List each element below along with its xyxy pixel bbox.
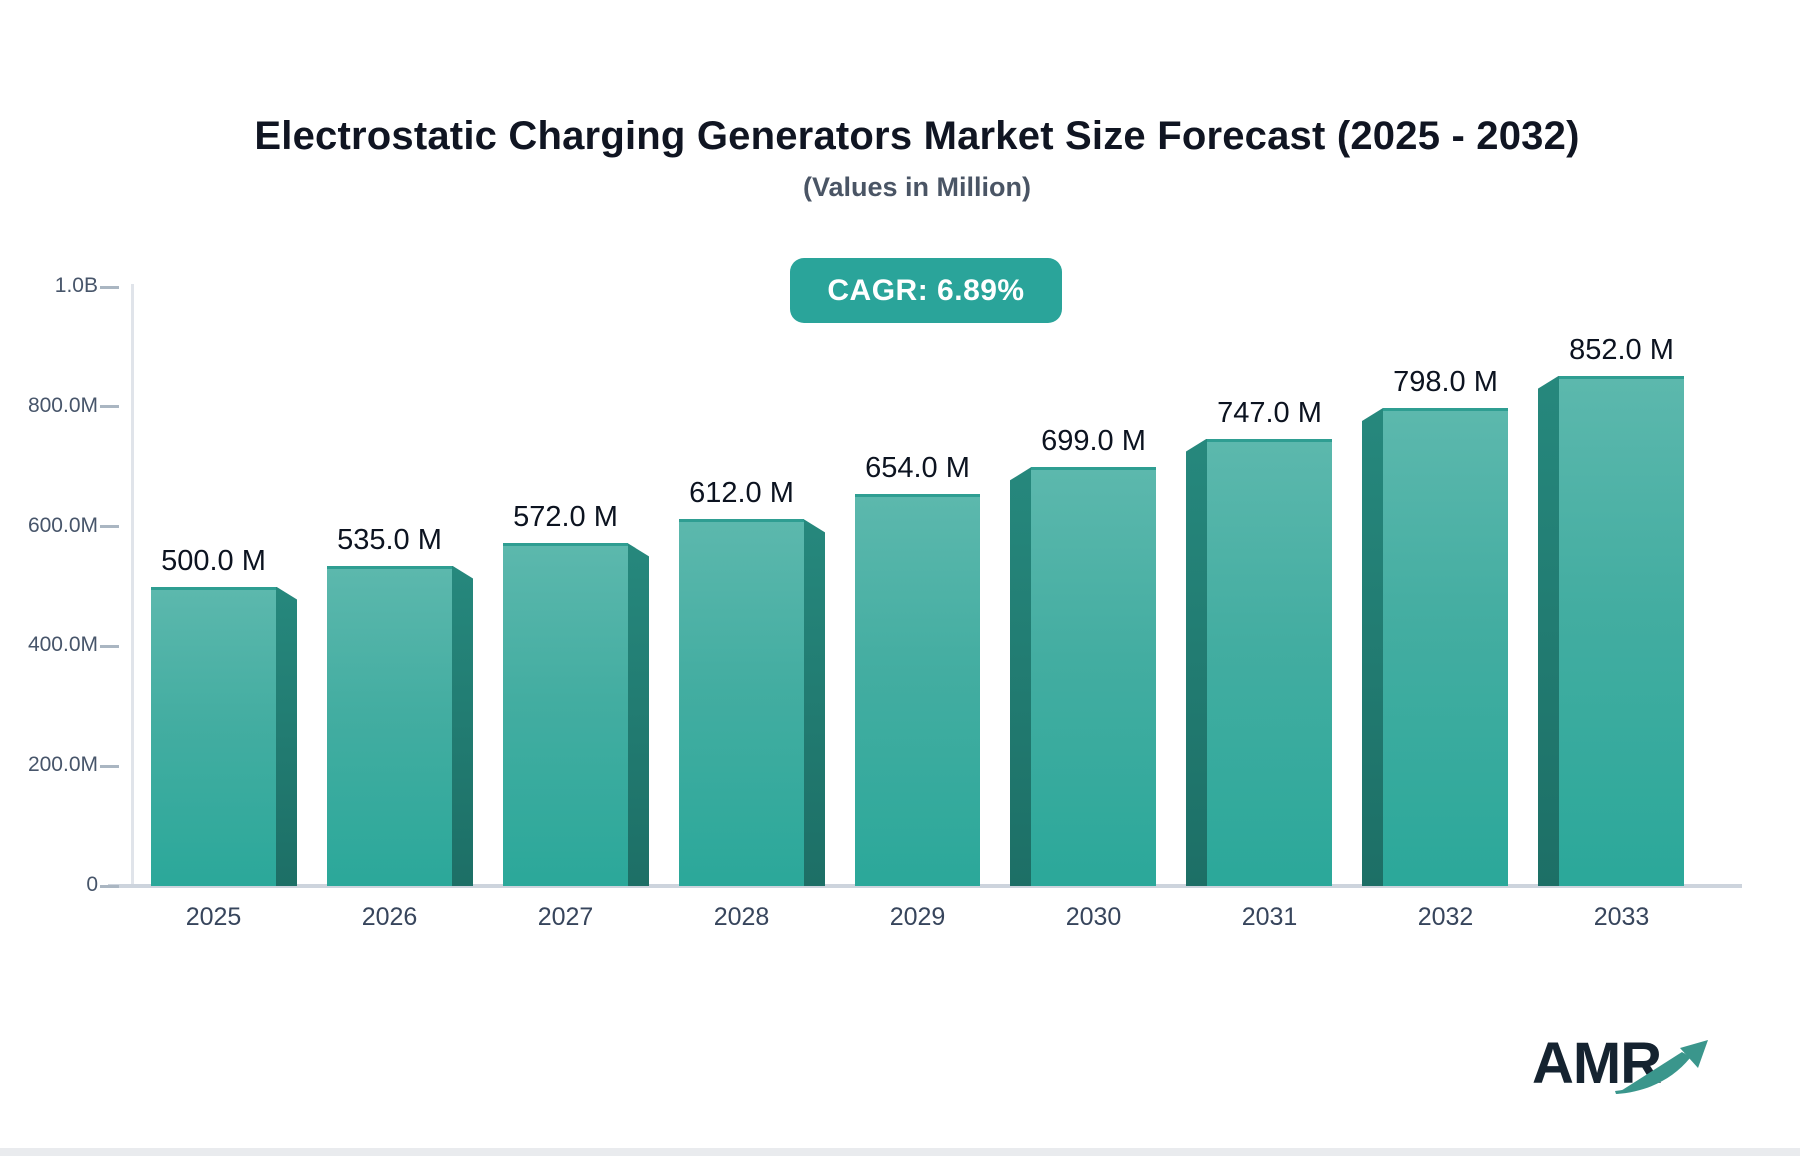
bar-2025 [151, 586, 276, 886]
bar-value-label: 572.0 M [513, 501, 618, 534]
x-tick-label-2025: 2025 [185, 903, 242, 931]
chart-header: Electrostatic Charging Generators Market… [34, 0, 1800, 203]
y-tick [100, 644, 119, 648]
x-tick-label-2027: 2027 [537, 903, 594, 931]
bar-3d-side [1362, 407, 1383, 886]
bar-2027 [503, 543, 628, 886]
y-tick-label: 400.0M [27, 633, 98, 657]
cagr-badge: CAGR: 6.89% [790, 258, 1062, 323]
y-axis-line [131, 284, 134, 886]
bar-3d-side [276, 586, 297, 886]
bar-3d-side [452, 565, 473, 886]
x-axis-baseline [108, 884, 1742, 888]
x-tick-label-2029: 2029 [889, 903, 946, 931]
y-tick-label: 600.0M [27, 513, 98, 537]
y-tick [100, 764, 119, 768]
bar-value-label: 747.0 M [1217, 396, 1322, 429]
bar-value-label: 798.0 M [1393, 365, 1498, 398]
bar-2032 [1383, 407, 1508, 886]
y-tick [100, 884, 119, 888]
bar-2033 [1559, 375, 1684, 886]
bar-value-label: 535.0 M [337, 523, 442, 556]
bar-2029 [855, 494, 980, 886]
x-tick-label-2033: 2033 [1593, 903, 1650, 931]
bar-2028 [679, 519, 804, 886]
x-tick-label-2032: 2032 [1417, 903, 1474, 931]
bar-3d-side [1538, 375, 1559, 886]
bar-3d-side [628, 543, 649, 886]
y-tick [100, 405, 119, 409]
y-tick-label: 200.0M [27, 753, 98, 777]
bar-value-label: 612.0 M [689, 477, 794, 510]
chart-title: Electrostatic Charging Generators Market… [254, 114, 1580, 158]
y-tick-label: 0 [86, 873, 98, 896]
x-tick-label-2028: 2028 [713, 903, 770, 931]
bar-value-label: 654.0 M [865, 452, 970, 485]
y-tick-label: 800.0M [27, 393, 98, 417]
y-tick-label: 1.0B [54, 274, 98, 297]
y-tick [100, 525, 119, 529]
bar-2030 [1031, 467, 1156, 886]
bar-value-label: 699.0 M [1041, 425, 1146, 458]
bar-2026 [327, 565, 452, 886]
bar-3d-side [1010, 467, 1031, 886]
growth-arrow-icon [1615, 1040, 1708, 1094]
chart-subtitle: (Values in Million) [802, 172, 1032, 202]
y-tick [100, 285, 119, 289]
bar-value-label: 852.0 M [1569, 333, 1674, 366]
bottom-border [0, 1148, 1800, 1156]
bar-3d-side [804, 519, 825, 886]
amr-logo: AMR [1532, 1030, 1732, 1110]
bar-value-label: 500.0 M [161, 544, 266, 577]
x-tick-label-2031: 2031 [1241, 903, 1298, 931]
x-tick-label-2026: 2026 [361, 903, 418, 931]
bar-2031 [1207, 438, 1332, 886]
x-tick-label-2030: 2030 [1065, 903, 1122, 931]
bar-3d-side [1186, 438, 1207, 886]
